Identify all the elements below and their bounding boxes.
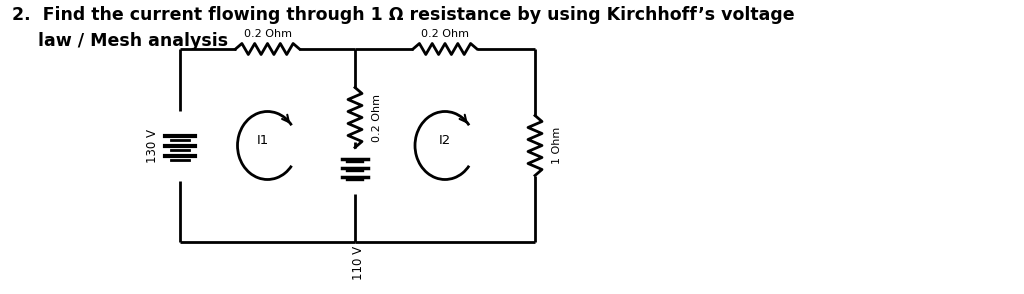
Text: I2: I2 xyxy=(439,134,452,147)
Text: 0.2 Ohm: 0.2 Ohm xyxy=(244,29,292,39)
Text: 0.2 Ohm: 0.2 Ohm xyxy=(372,93,382,141)
Text: 2.  Find the current flowing through 1 Ω resistance by using Kirchhoff’s voltage: 2. Find the current flowing through 1 Ω … xyxy=(12,6,795,24)
Text: 130 V: 130 V xyxy=(145,128,159,163)
Text: law / Mesh analysis: law / Mesh analysis xyxy=(38,32,228,50)
Text: 110 V: 110 V xyxy=(352,246,366,280)
Text: 0.2 Ohm: 0.2 Ohm xyxy=(421,29,469,39)
Text: 1 Ohm: 1 Ohm xyxy=(552,127,562,164)
Text: I1: I1 xyxy=(256,134,268,147)
